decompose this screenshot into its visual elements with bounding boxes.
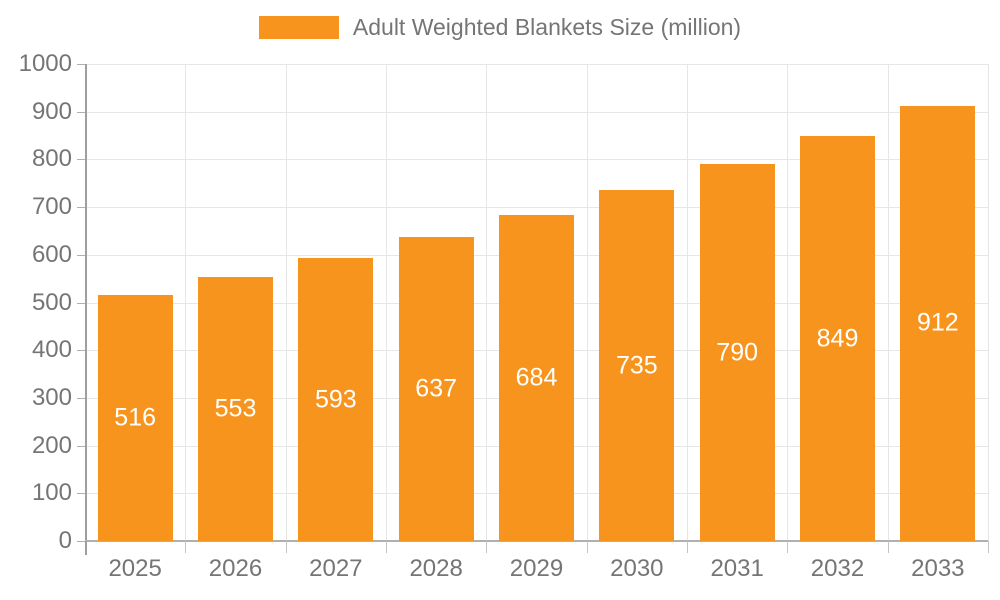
bar-value-label: 912 [916, 308, 959, 337]
bar-2025[interactable]: 516 [97, 294, 173, 541]
x-axis-tick [787, 541, 789, 553]
v-gridline [386, 64, 387, 541]
x-axis-tick [887, 541, 889, 553]
h-gridline [85, 159, 988, 161]
bar-value-label: 637 [415, 374, 458, 403]
y-axis-label: 900 [31, 97, 72, 125]
x-axis-label: 2032 [810, 555, 865, 582]
bar-value-label: 684 [515, 363, 558, 392]
x-axis-line [85, 540, 988, 542]
y-axis-label: 0 [58, 527, 72, 554]
x-axis-tick [486, 541, 488, 553]
y-axis-tick [77, 350, 85, 352]
bar-2028[interactable]: 637 [398, 237, 474, 541]
h-gridline [85, 111, 988, 113]
x-axis-label: 2026 [208, 555, 263, 582]
x-axis-label: 2028 [409, 555, 463, 582]
legend-swatch [258, 16, 339, 39]
x-axis-tick [285, 541, 287, 553]
y-axis-tick [77, 207, 85, 209]
bar-value-label: 735 [615, 351, 658, 380]
y-axis-label: 700 [31, 193, 72, 221]
bar-value-label: 553 [214, 394, 257, 423]
v-gridline [787, 64, 789, 541]
v-gridline [185, 64, 187, 541]
bar-value-label: 593 [314, 385, 357, 414]
v-gridline [988, 64, 989, 541]
v-gridline [887, 64, 889, 541]
y-axis-line [85, 64, 87, 541]
x-axis-label: 2029 [509, 555, 564, 582]
bar-2029[interactable]: 684 [499, 214, 574, 541]
x-axis-tick [586, 541, 588, 553]
x-axis-label: 2030 [610, 555, 664, 582]
y-axis-label: 400 [31, 336, 72, 364]
bar-2026[interactable]: 553 [198, 277, 273, 541]
bar-value-label: 790 [716, 338, 759, 367]
y-axis-tick [77, 541, 85, 542]
y-axis-label: 200 [31, 431, 72, 459]
y-axis-label: 100 [31, 479, 72, 507]
bar-value-label: 516 [114, 403, 157, 432]
x-axis-label: 2031 [710, 555, 764, 582]
y-axis-tick [77, 493, 85, 495]
x-axis-tick [185, 541, 187, 553]
y-axis-tick [77, 159, 85, 161]
y-axis-tick [77, 254, 85, 256]
y-axis-tick [77, 64, 85, 65]
v-gridline [687, 64, 688, 541]
v-gridline [586, 64, 588, 541]
h-gridline [85, 207, 988, 209]
bar-2027[interactable]: 593 [298, 258, 374, 541]
plot-area: 516 553 593 637 684 735 790 849 912 [85, 64, 989, 542]
x-axis-tick [988, 541, 989, 553]
x-axis-label: 2025 [108, 555, 162, 582]
bar-2030[interactable]: 735 [599, 190, 675, 541]
x-axis-tick [85, 541, 87, 555]
y-axis-label: 300 [31, 383, 72, 411]
legend[interactable]: Adult Weighted Blankets Size (million) [0, 14, 1000, 41]
bar-value-label: 849 [816, 324, 859, 353]
h-gridline [85, 64, 988, 65]
y-axis-label: 800 [31, 145, 72, 173]
x-axis-tick [687, 541, 688, 553]
x-axis-label: 2033 [911, 555, 965, 582]
y-axis-tick [77, 302, 85, 304]
legend-label: Adult Weighted Blankets Size (million) [352, 14, 742, 40]
y-axis-tick [77, 111, 85, 113]
bar-2031[interactable]: 790 [699, 164, 775, 541]
y-axis-label: 600 [31, 240, 72, 268]
bar-2032[interactable]: 849 [800, 136, 875, 541]
v-gridline [486, 64, 488, 541]
x-axis-label: 2027 [309, 555, 363, 582]
v-gridline [285, 64, 287, 541]
y-axis-tick [77, 445, 85, 447]
y-axis-tick [77, 397, 85, 399]
x-axis-tick [386, 541, 387, 553]
y-axis-label: 500 [31, 288, 72, 316]
y-axis-label: 1000 [18, 50, 72, 77]
bar-2033[interactable]: 912 [900, 105, 976, 541]
